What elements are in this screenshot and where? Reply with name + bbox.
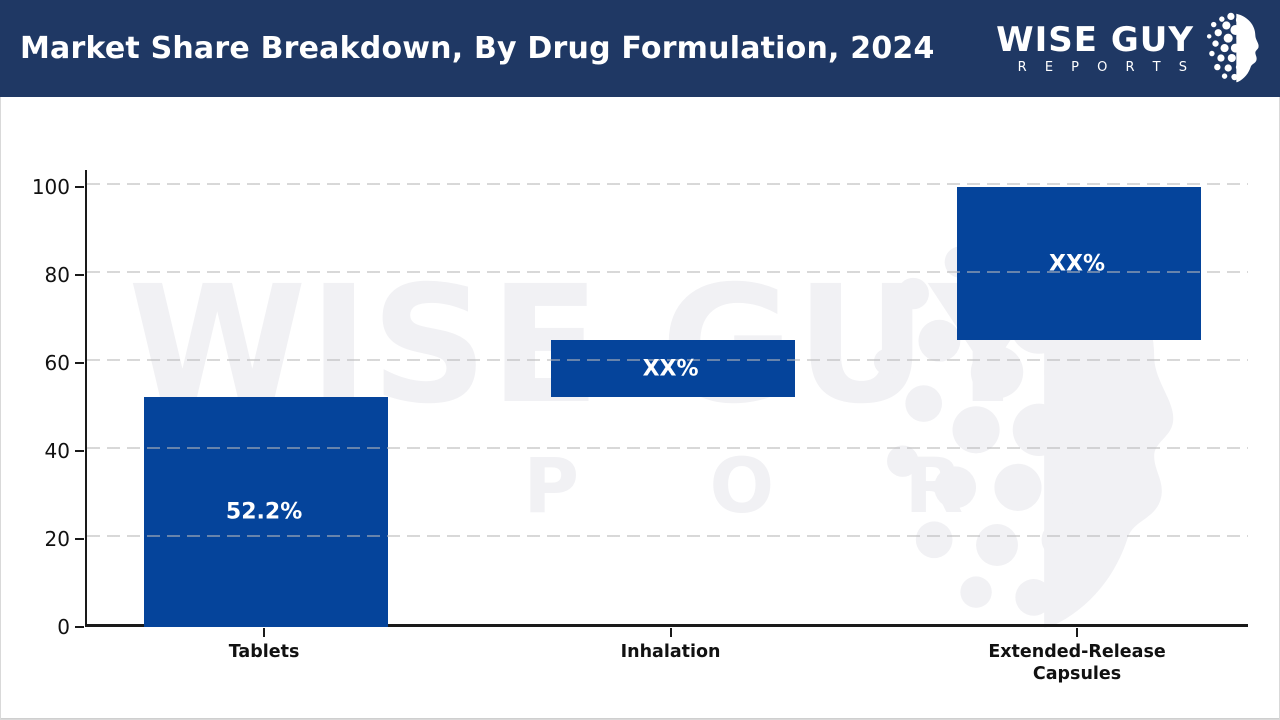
ytick-label-0: 0 bbox=[57, 615, 70, 639]
wiseguy-logo: WISE GUY R E P O R T S bbox=[996, 11, 1262, 87]
ytick-mark-0 bbox=[75, 626, 84, 628]
bar-tablets bbox=[144, 397, 389, 627]
ytick-mark-80 bbox=[75, 274, 84, 276]
xtick-mark-3 bbox=[1076, 628, 1079, 637]
gridline-80 bbox=[87, 271, 1248, 273]
gridline-100 bbox=[87, 183, 1248, 185]
ytick-label-40: 40 bbox=[44, 439, 70, 463]
gridline-40 bbox=[87, 447, 1248, 449]
bar-inhalation bbox=[550, 340, 795, 398]
ytick-mark-40 bbox=[75, 450, 84, 452]
ytick-mark-100 bbox=[75, 186, 84, 188]
gridline-20 bbox=[87, 535, 1248, 537]
xtick-mark-2 bbox=[669, 628, 672, 637]
chart-area: WISE GUY R E P O R T S 52.2%XX%XX%020406… bbox=[0, 97, 1280, 720]
gridline-60 bbox=[87, 359, 1248, 361]
logo-text: WISE GUY R E P O R T S bbox=[996, 23, 1194, 75]
ytick-label-60: 60 bbox=[44, 351, 70, 375]
header: Market Share Breakdown, By Drug Formulat… bbox=[0, 0, 1280, 97]
ytick-label-100: 100 bbox=[31, 175, 70, 199]
ytick-label-20: 20 bbox=[44, 527, 70, 551]
ytick-mark-20 bbox=[75, 538, 84, 540]
ytick-mark-60 bbox=[75, 362, 84, 364]
xcat-label-3: Extended-Release Capsules bbox=[988, 642, 1166, 684]
xtick-mark-1 bbox=[263, 628, 266, 637]
plot-area bbox=[85, 170, 1248, 627]
bar-extended-release-capsules bbox=[957, 187, 1202, 341]
logo-tagline: R E P O R T S bbox=[1017, 59, 1194, 75]
logo-face-icon bbox=[1206, 12, 1259, 82]
logo-wordmark: WISE GUY bbox=[996, 19, 1194, 60]
xcat-label-1: Tablets bbox=[228, 642, 300, 662]
ytick-label-80: 80 bbox=[44, 263, 70, 287]
xcat-label-2: Inhalation bbox=[620, 642, 721, 662]
page-title: Market Share Breakdown, By Drug Formulat… bbox=[20, 31, 935, 66]
